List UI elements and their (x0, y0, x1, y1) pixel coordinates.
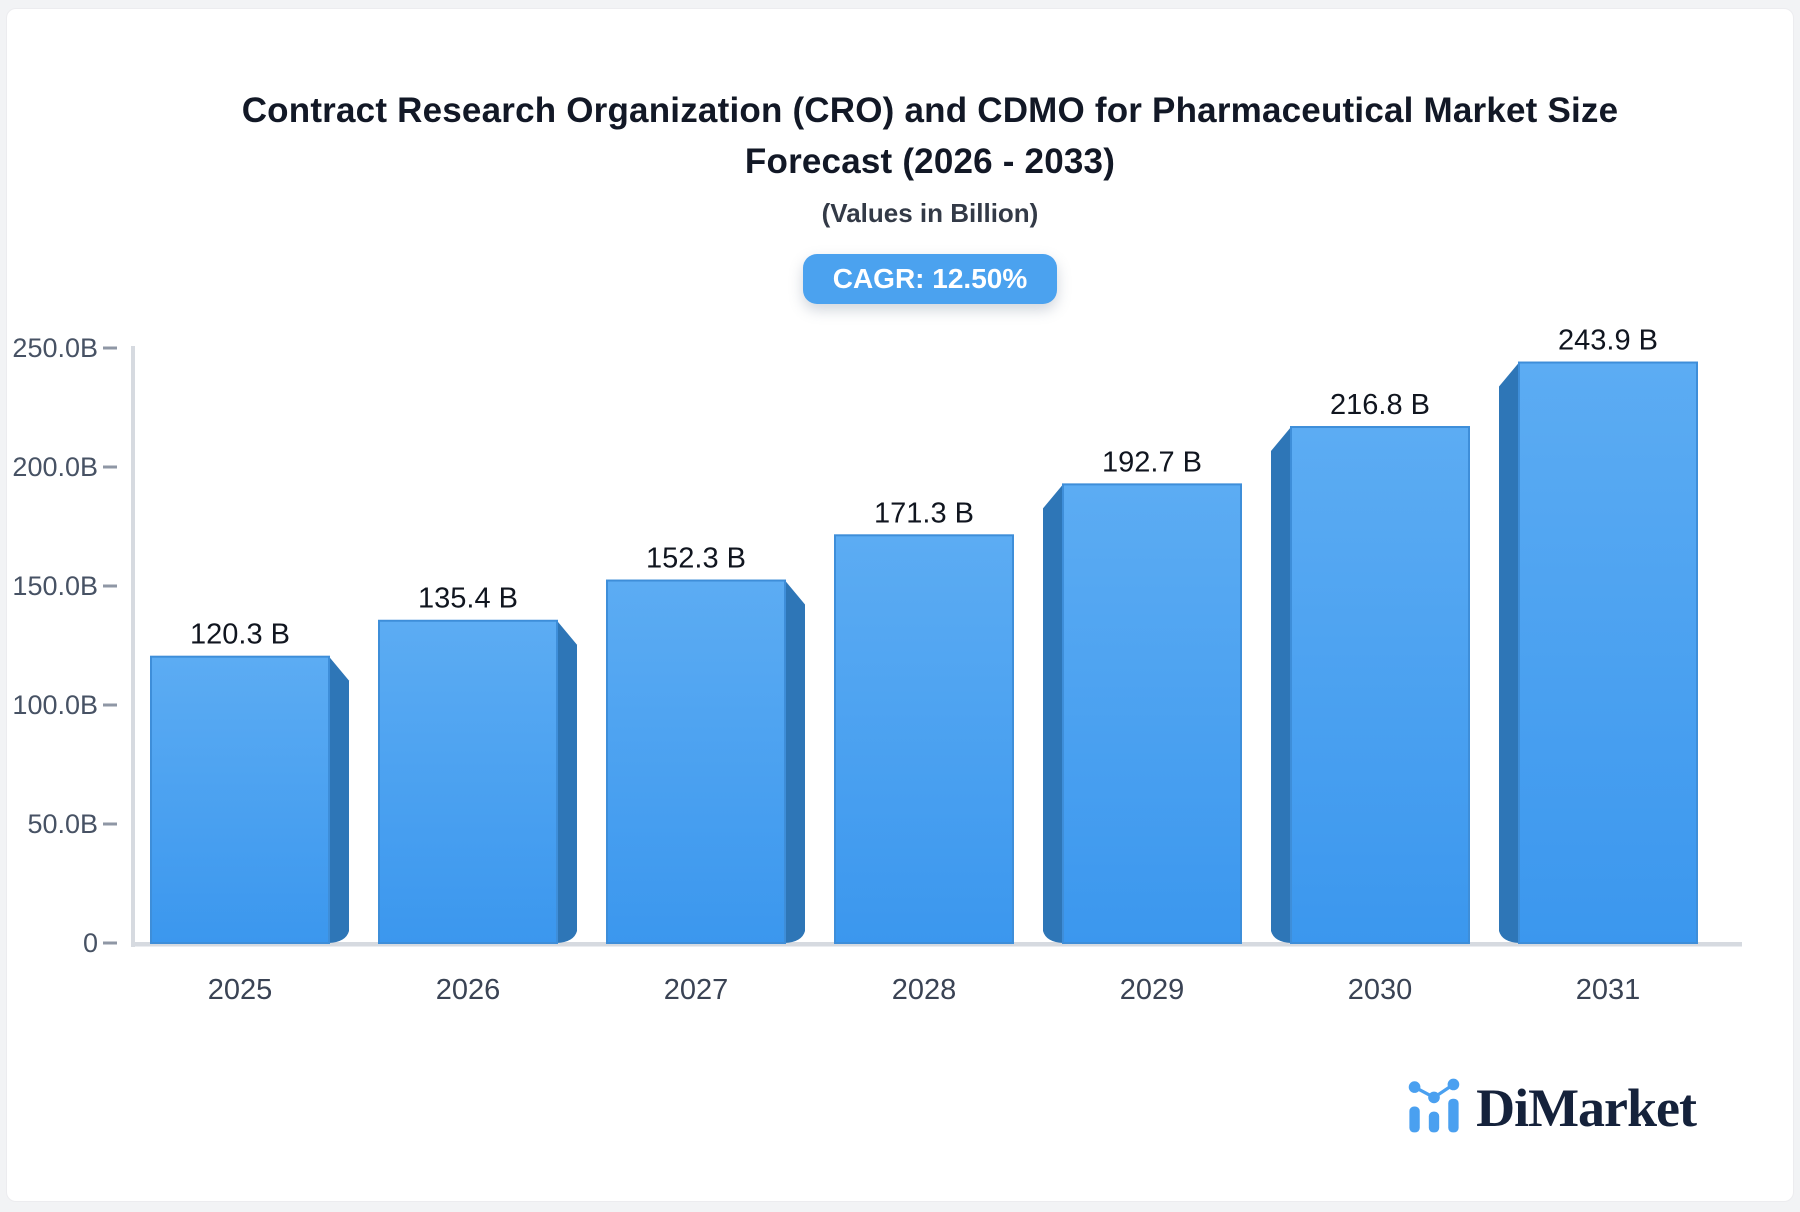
bar-side-face (329, 656, 349, 943)
x-axis-label: 2028 (892, 974, 957, 1006)
y-axis-tick-label: 50.0B (27, 809, 98, 839)
bar (1290, 426, 1470, 944)
x-axis-label: 2030 (1348, 974, 1413, 1006)
y-axis-tick-label: 100.0B (12, 690, 98, 720)
y-axis-tick (103, 822, 117, 826)
brand-logo: DiMarket (1408, 1078, 1697, 1138)
bar-side-face (785, 580, 805, 943)
bar (150, 655, 330, 944)
bar-value-label: 120.3 B (190, 619, 290, 651)
chart-header: Contract Research Organization (CRO) and… (60, 86, 1800, 304)
brand-name: DiMarket (1476, 1078, 1697, 1138)
x-axis-label: 2029 (1120, 974, 1185, 1006)
bar (1518, 361, 1698, 944)
y-axis-tick-label: 150.0B (12, 571, 98, 601)
y-axis-tick (103, 346, 117, 350)
x-axis-line (131, 942, 1742, 947)
chart-title: Contract Research Organization (CRO) and… (241, 91, 1619, 181)
y-axis-line (131, 346, 135, 947)
bar-chart-logo-icon (1408, 1078, 1460, 1133)
y-axis-tick-label: 250.0B (12, 333, 98, 363)
bar-value-label: 135.4 B (418, 583, 518, 615)
bar-value-label: 171.3 B (874, 497, 974, 529)
y-axis-tick (103, 584, 117, 588)
bar-side-face (557, 620, 577, 943)
bar-value-label: 216.8 B (1330, 389, 1430, 421)
bar-value-label: 243.9 B (1558, 325, 1658, 357)
bar (378, 619, 558, 944)
bar-side-face (1499, 362, 1519, 943)
x-axis-label: 2025 (208, 974, 273, 1006)
x-axis-label: 2026 (436, 974, 501, 1006)
y-axis-tick-label: 0 (83, 928, 98, 958)
bar-value-label: 192.7 B (1102, 446, 1202, 478)
bar-value-label: 152.3 B (646, 543, 746, 575)
chart-subtitle: (Values in Billion) (821, 197, 1039, 228)
y-axis-tick-label: 200.0B (12, 452, 98, 482)
bar (1062, 483, 1242, 944)
y-axis-tick (103, 703, 117, 707)
bar (834, 534, 1014, 945)
bar (606, 579, 786, 944)
x-axis-label: 2031 (1576, 974, 1641, 1006)
x-axis-label: 2027 (664, 974, 729, 1006)
bar-side-face (1271, 427, 1291, 943)
cagr-badge: CAGR: 12.50% (802, 253, 1058, 304)
y-axis-tick (103, 465, 117, 469)
bar-side-face (1043, 484, 1063, 943)
y-axis-tick (103, 941, 117, 945)
